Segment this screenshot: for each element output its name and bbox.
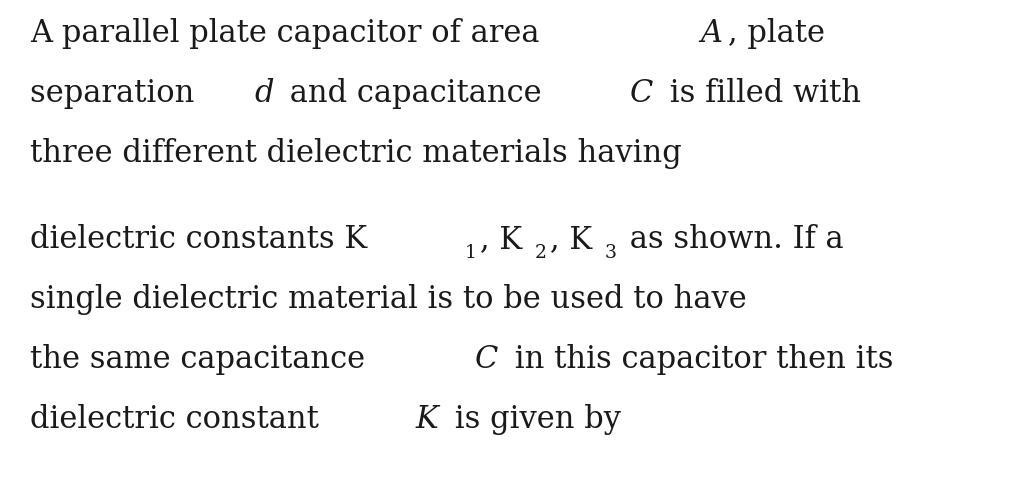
- Text: dielectric constants K: dielectric constants K: [30, 224, 368, 255]
- Text: C: C: [630, 78, 653, 109]
- Text: 2: 2: [535, 244, 547, 262]
- Text: , K: , K: [480, 224, 522, 255]
- Text: is filled with: is filled with: [660, 78, 861, 109]
- Text: , K: , K: [550, 224, 593, 255]
- Text: 3: 3: [605, 244, 616, 262]
- Text: d: d: [255, 78, 274, 109]
- Text: and capacitance: and capacitance: [280, 78, 551, 109]
- Text: in this capacitor then its: in this capacitor then its: [505, 344, 894, 375]
- Text: three different dielectric materials having: three different dielectric materials hav…: [30, 138, 682, 169]
- Text: separation: separation: [30, 78, 204, 109]
- Text: is given by: is given by: [444, 404, 621, 435]
- Text: as shown. If a: as shown. If a: [621, 224, 844, 255]
- Text: A: A: [700, 18, 722, 49]
- Text: dielectric constant: dielectric constant: [30, 404, 329, 435]
- Text: , plate: , plate: [728, 18, 825, 49]
- Text: K: K: [416, 404, 438, 435]
- Text: single dielectric material is to be used to have: single dielectric material is to be used…: [30, 284, 746, 315]
- Text: C: C: [475, 344, 499, 375]
- Text: the same capacitance: the same capacitance: [30, 344, 375, 375]
- Text: 1: 1: [465, 244, 477, 262]
- Text: A parallel plate capacitor of area: A parallel plate capacitor of area: [30, 18, 549, 49]
